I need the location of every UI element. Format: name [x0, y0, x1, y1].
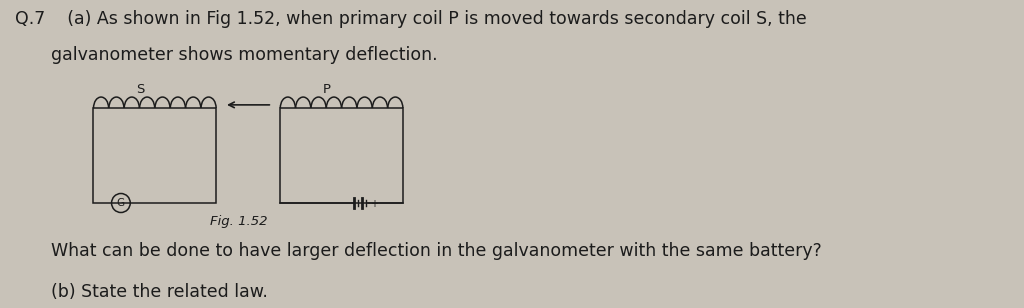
Text: Q.7    (a) As shown in Fig 1.52, when primary coil P is moved towards secondary : Q.7 (a) As shown in Fig 1.52, when prima…	[14, 10, 807, 28]
Bar	[281, 108, 403, 203]
Text: galvanometer shows momentary deflection.: galvanometer shows momentary deflection.	[51, 46, 437, 64]
Text: What can be done to have larger deflection in the galvanometer with the same bat: What can be done to have larger deflecti…	[51, 242, 822, 260]
Text: P: P	[323, 83, 331, 95]
Text: G: G	[117, 198, 125, 208]
Text: +: +	[370, 199, 378, 209]
Text: Fig. 1.52: Fig. 1.52	[210, 215, 267, 228]
Text: (b) State the related law.: (b) State the related law.	[51, 283, 268, 301]
Bar	[93, 108, 216, 203]
Text: S: S	[136, 83, 144, 95]
